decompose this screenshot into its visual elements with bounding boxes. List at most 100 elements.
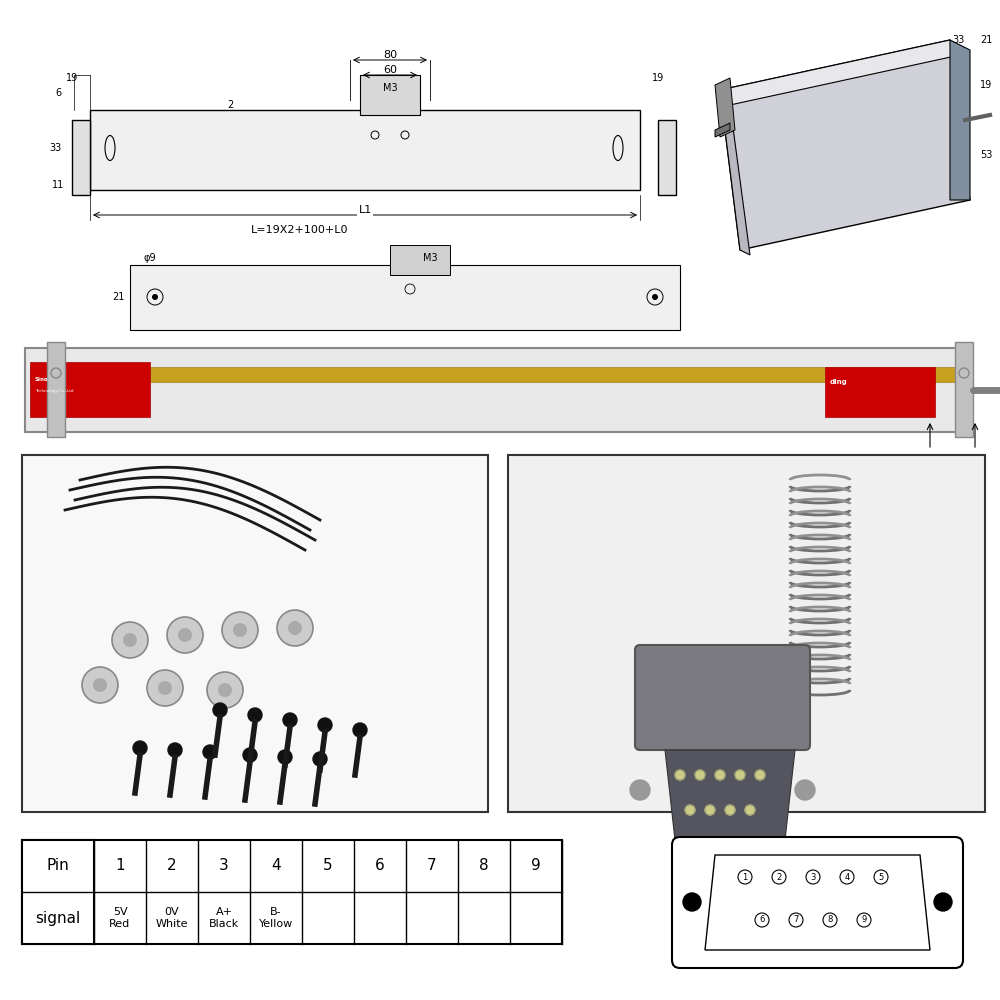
Text: 6: 6 bbox=[759, 916, 765, 924]
Circle shape bbox=[233, 623, 247, 637]
Circle shape bbox=[207, 672, 243, 708]
Circle shape bbox=[705, 805, 715, 815]
Polygon shape bbox=[715, 123, 730, 137]
Text: 5: 5 bbox=[878, 872, 884, 882]
Bar bbox=[130, 265, 680, 330]
Bar bbox=[72, 120, 90, 195]
Circle shape bbox=[203, 745, 217, 759]
Circle shape bbox=[685, 805, 695, 815]
Text: 5V
Red: 5V Red bbox=[109, 907, 131, 929]
Circle shape bbox=[823, 913, 837, 927]
Circle shape bbox=[318, 718, 332, 732]
Text: 3: 3 bbox=[810, 872, 816, 882]
Bar bbox=[360, 75, 420, 115]
Text: 9: 9 bbox=[531, 858, 541, 874]
Circle shape bbox=[874, 870, 888, 884]
Bar bbox=[22, 455, 488, 812]
Polygon shape bbox=[950, 40, 970, 200]
Circle shape bbox=[248, 708, 262, 722]
Circle shape bbox=[158, 681, 172, 695]
Text: φ9: φ9 bbox=[144, 253, 156, 263]
Text: 7: 7 bbox=[427, 858, 437, 874]
Circle shape bbox=[725, 805, 735, 815]
Circle shape bbox=[112, 622, 148, 658]
Circle shape bbox=[283, 713, 297, 727]
Text: 33: 33 bbox=[49, 143, 61, 153]
Text: 19: 19 bbox=[652, 73, 664, 83]
Circle shape bbox=[288, 621, 302, 635]
Text: 6: 6 bbox=[55, 88, 61, 98]
Circle shape bbox=[857, 913, 871, 927]
Circle shape bbox=[934, 893, 952, 911]
Bar bbox=[90, 110, 640, 190]
Circle shape bbox=[695, 770, 705, 780]
Text: B-
Yellow: B- Yellow bbox=[259, 907, 293, 929]
Text: 33: 33 bbox=[952, 35, 964, 45]
Text: 1: 1 bbox=[742, 872, 748, 882]
Circle shape bbox=[715, 770, 725, 780]
Circle shape bbox=[738, 870, 752, 884]
Polygon shape bbox=[720, 90, 750, 255]
Circle shape bbox=[123, 633, 137, 647]
Circle shape bbox=[178, 628, 192, 642]
Text: 5: 5 bbox=[323, 858, 333, 874]
Circle shape bbox=[222, 612, 258, 648]
Circle shape bbox=[213, 703, 227, 717]
Polygon shape bbox=[720, 40, 960, 105]
Circle shape bbox=[167, 617, 203, 653]
Circle shape bbox=[745, 805, 755, 815]
Text: 80: 80 bbox=[383, 50, 397, 60]
Circle shape bbox=[795, 780, 815, 800]
Bar bbox=[47, 342, 65, 437]
Text: Technology Co.,Ltd: Technology Co.,Ltd bbox=[35, 389, 74, 393]
Bar bbox=[30, 362, 150, 417]
Circle shape bbox=[93, 678, 107, 692]
Circle shape bbox=[147, 670, 183, 706]
Bar bbox=[658, 120, 676, 195]
Text: 21: 21 bbox=[980, 35, 992, 45]
Text: 9: 9 bbox=[861, 916, 867, 924]
Text: 11: 11 bbox=[52, 180, 64, 190]
Text: L1: L1 bbox=[358, 205, 372, 215]
Bar bbox=[22, 840, 94, 944]
Circle shape bbox=[277, 610, 313, 646]
Text: 19: 19 bbox=[980, 80, 992, 90]
Circle shape bbox=[243, 748, 257, 762]
Text: A+
Black: A+ Black bbox=[209, 907, 239, 929]
Circle shape bbox=[806, 870, 820, 884]
Circle shape bbox=[675, 770, 685, 780]
Circle shape bbox=[168, 743, 182, 757]
Circle shape bbox=[755, 913, 769, 927]
Bar bbox=[30, 367, 960, 382]
Polygon shape bbox=[715, 78, 735, 137]
Polygon shape bbox=[665, 750, 795, 840]
Bar bbox=[955, 342, 973, 437]
Text: 6: 6 bbox=[375, 858, 385, 874]
Circle shape bbox=[218, 683, 232, 697]
Circle shape bbox=[735, 770, 745, 780]
Circle shape bbox=[652, 294, 658, 300]
Text: 2: 2 bbox=[776, 872, 782, 882]
Circle shape bbox=[789, 913, 803, 927]
Circle shape bbox=[683, 893, 701, 911]
Bar bbox=[508, 455, 985, 812]
Circle shape bbox=[82, 667, 118, 703]
Circle shape bbox=[313, 752, 327, 766]
Circle shape bbox=[278, 750, 292, 764]
Text: 0V
White: 0V White bbox=[156, 907, 188, 929]
Text: 19: 19 bbox=[66, 73, 78, 83]
Text: 8: 8 bbox=[827, 916, 833, 924]
Text: ding: ding bbox=[830, 379, 848, 385]
FancyBboxPatch shape bbox=[672, 837, 963, 968]
Polygon shape bbox=[720, 40, 970, 250]
Text: 53: 53 bbox=[980, 150, 992, 160]
Text: 2: 2 bbox=[167, 858, 177, 874]
Text: signal: signal bbox=[35, 910, 81, 926]
Text: 8: 8 bbox=[479, 858, 489, 874]
Text: Pin: Pin bbox=[47, 858, 69, 874]
Text: M3: M3 bbox=[423, 253, 437, 263]
Text: L=19X2+100+L0: L=19X2+100+L0 bbox=[251, 225, 349, 235]
Text: 2: 2 bbox=[227, 100, 233, 110]
Bar bbox=[825, 367, 935, 417]
Text: 4: 4 bbox=[844, 872, 850, 882]
